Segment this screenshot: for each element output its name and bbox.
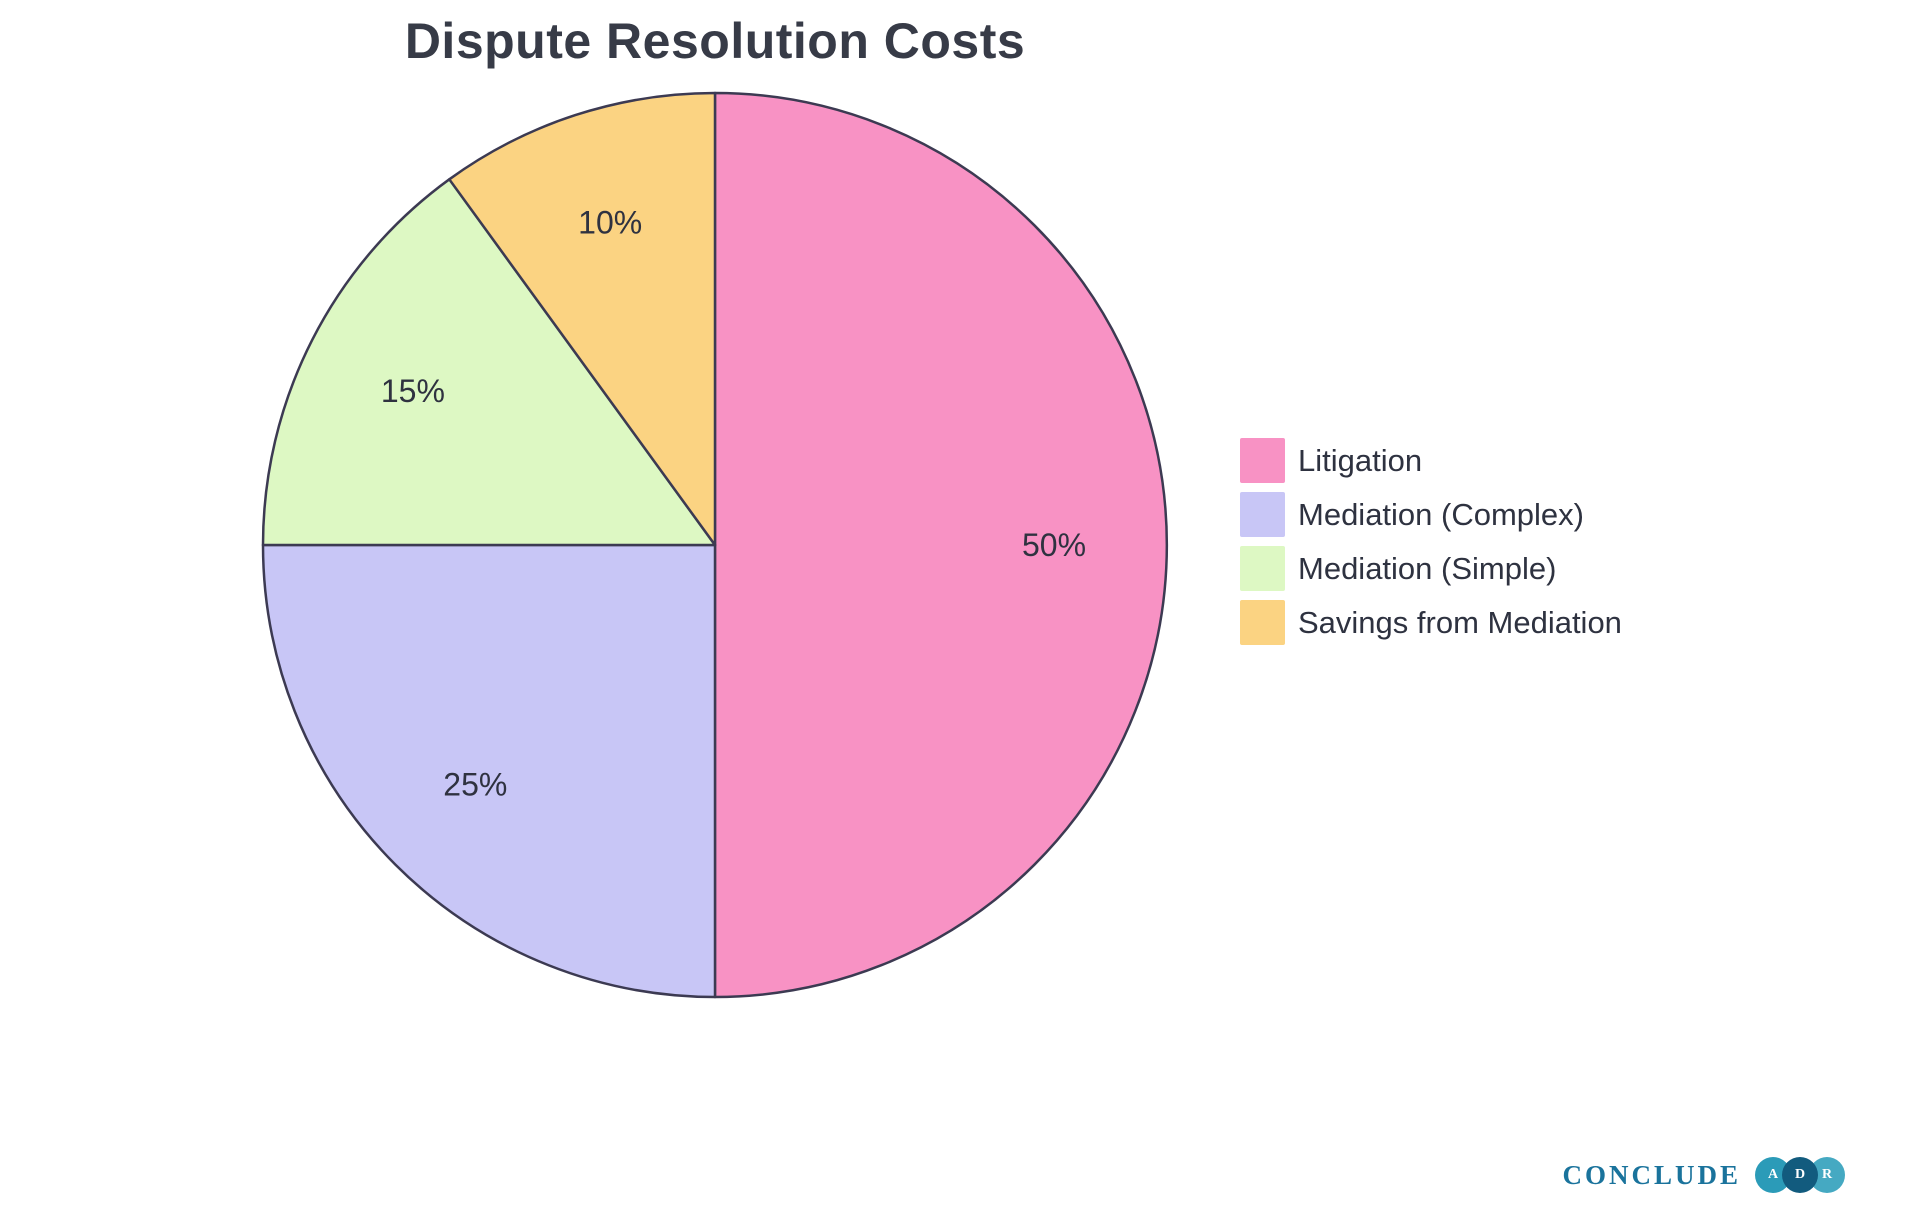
legend-swatch bbox=[1240, 546, 1285, 591]
legend-swatch bbox=[1240, 438, 1285, 483]
pie-slice-savings-from-mediation bbox=[448, 91, 717, 547]
brand-badge-circles: A D R bbox=[1755, 1157, 1845, 1193]
pie-slice-mediation-simple bbox=[261, 178, 717, 547]
legend: Litigation Mediation (Complex) Mediation… bbox=[1240, 438, 1622, 654]
pie-slice-label-mediation-complex: 25% bbox=[443, 767, 507, 803]
legend-swatch bbox=[1240, 492, 1285, 537]
brand-wordmark: CONCLUDE bbox=[1562, 1159, 1741, 1190]
legend-label: Mediation (Simple) bbox=[1298, 550, 1557, 586]
chart-title: Dispute Resolution Costs bbox=[404, 13, 1026, 69]
legend-item-mediation-complex: Mediation (Complex) bbox=[1240, 492, 1622, 537]
pie-slice-litigation bbox=[713, 91, 1169, 999]
legend-label: Savings from Mediation bbox=[1298, 604, 1622, 640]
legend-label: Mediation (Complex) bbox=[1298, 496, 1584, 532]
pie-slice-mediation-complex bbox=[261, 543, 717, 999]
pie-slice-label-litigation: 50% bbox=[1022, 527, 1086, 563]
pie-slice-label-mediation-simple: 15% bbox=[381, 373, 445, 409]
legend-item-mediation-simple: Mediation (Simple) bbox=[1240, 546, 1622, 591]
legend-swatch bbox=[1240, 600, 1285, 645]
legend-label: Litigation bbox=[1298, 442, 1423, 478]
brand-badge-d-icon: D bbox=[1782, 1157, 1818, 1193]
pie-slice-label-savings-from-mediation: 10% bbox=[578, 205, 642, 241]
brand-logo: CONCLUDE A D R bbox=[1562, 1157, 1845, 1193]
legend-item-litigation: Litigation bbox=[1240, 438, 1622, 483]
legend-item-savings-from-mediation: Savings from Mediation bbox=[1240, 600, 1622, 645]
